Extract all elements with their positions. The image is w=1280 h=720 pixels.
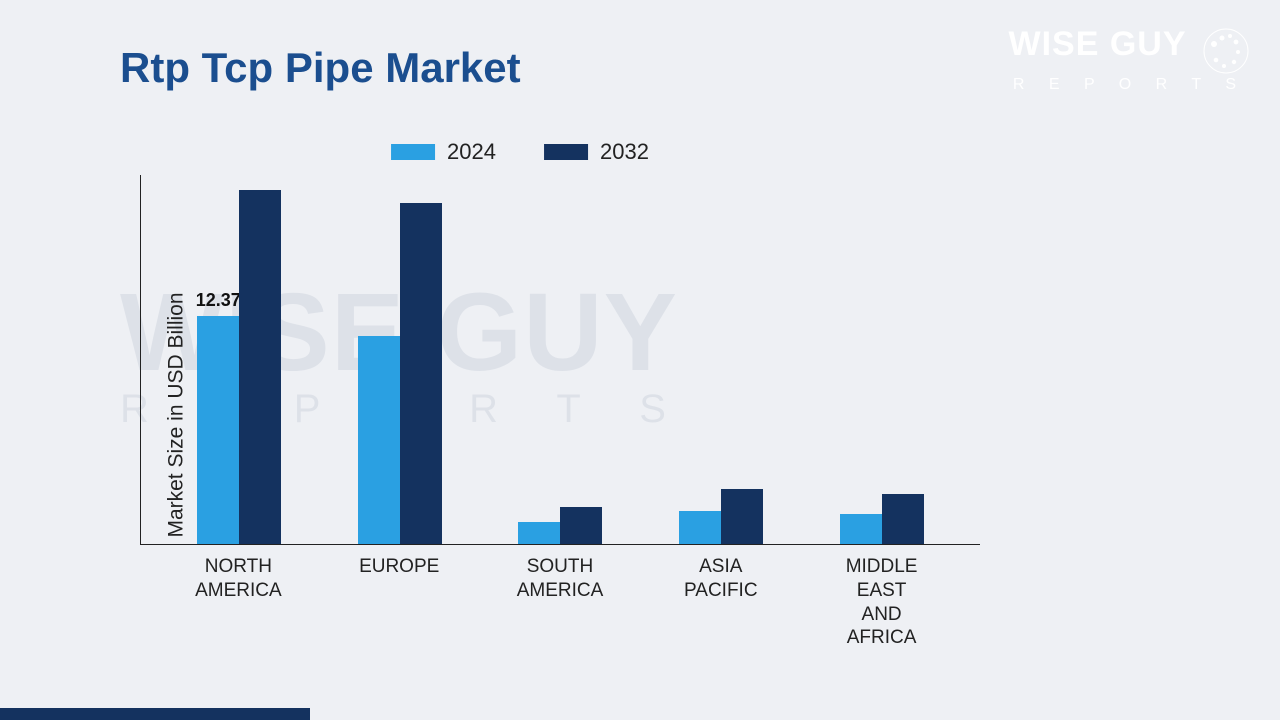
legend-label-2024: 2024	[447, 139, 496, 165]
legend-label-2032: 2032	[600, 139, 649, 165]
bar-chart: Market Size in USD Billion 2024 2032 12.…	[60, 135, 980, 695]
bar-group	[801, 175, 962, 544]
plot-area: 12.37	[140, 175, 980, 545]
bar-2024	[518, 522, 560, 544]
bar-value-label: 12.37	[196, 290, 241, 311]
bar-2024	[840, 514, 882, 544]
chart-title: Rtp Tcp Pipe Market	[120, 44, 521, 92]
bar-group: 12.37	[159, 175, 320, 544]
logo-line-2: R E P O R T S	[990, 76, 1250, 94]
brand-band	[970, 0, 1280, 720]
bar-group	[480, 175, 641, 544]
bar-2032	[882, 494, 924, 544]
logo-line-1: WISE GUY	[1009, 25, 1187, 64]
brand-logo: WISE GUY R E P O R T S	[990, 24, 1250, 94]
bar-groups: 12.37	[141, 175, 980, 544]
legend-swatch-2032	[544, 144, 588, 160]
x-axis-label: SOUTH AMERICA	[480, 549, 641, 695]
bar-2032	[560, 507, 602, 544]
x-axis-label: MIDDLE EAST AND AFRICA	[801, 549, 962, 695]
bar-2032	[239, 190, 281, 544]
bar-2032	[400, 203, 442, 544]
x-axis-label: NORTH AMERICA	[158, 549, 319, 695]
x-axis-label: ASIA PACIFIC	[640, 549, 801, 695]
x-axis-labels: NORTH AMERICAEUROPESOUTH AMERICAASIA PAC…	[140, 549, 980, 695]
bar-group	[641, 175, 802, 544]
legend-item-2024: 2024	[391, 139, 496, 165]
bar-2024	[358, 336, 400, 544]
bottom-accent-bar	[0, 708, 310, 720]
bar-group	[320, 175, 481, 544]
legend-swatch-2024	[391, 144, 435, 160]
legend-item-2032: 2032	[544, 139, 649, 165]
legend: 2024 2032	[391, 139, 649, 165]
bar-2024: 12.37	[197, 316, 239, 544]
bar-2032	[721, 489, 763, 544]
head-icon	[1196, 24, 1250, 78]
bar-2024	[679, 511, 721, 544]
x-axis-label: EUROPE	[319, 549, 480, 695]
